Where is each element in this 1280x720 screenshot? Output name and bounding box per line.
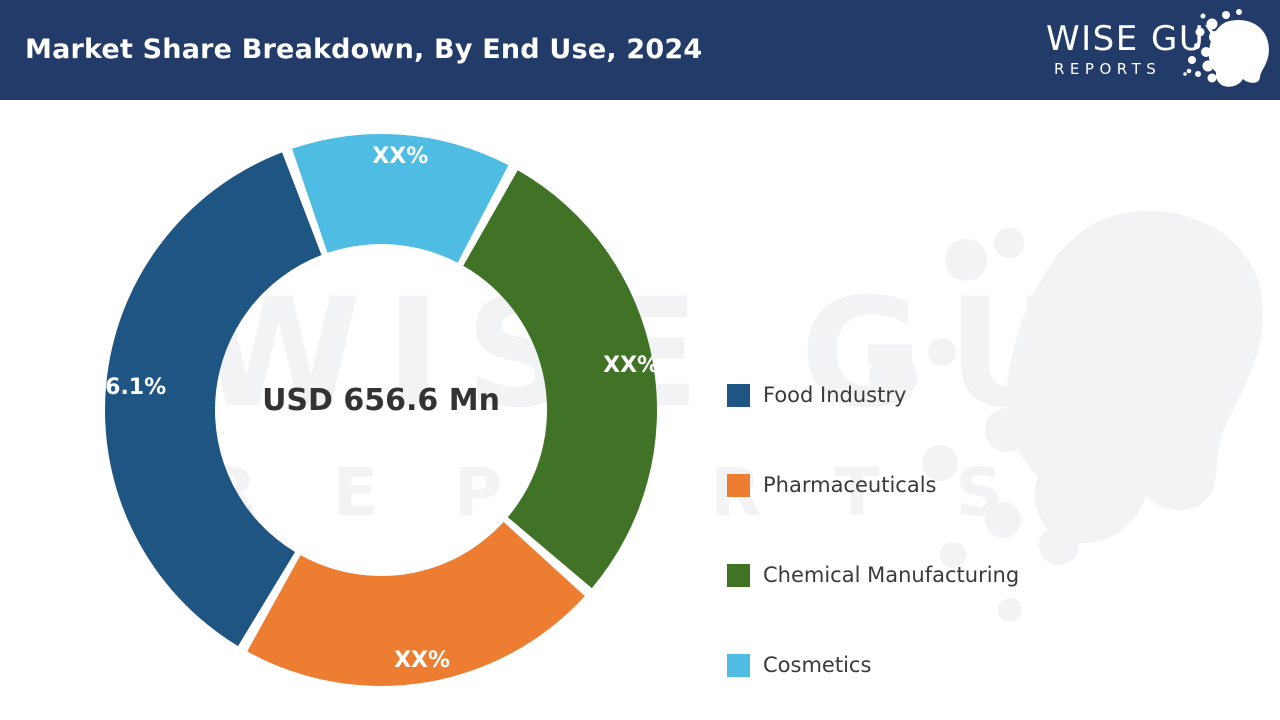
wise-guy-reports-logo: WISE GUY REPORTS [1040,8,1272,92]
legend-item[interactable]: Food Industry [727,350,1187,440]
donut-slice-label: 36.1% [90,375,166,400]
legend-item-label: Cosmetics [763,652,872,677]
logo-head-icon [1183,9,1269,87]
chart-canvas: WISE GUY REPORTS 36.1%XX%XX%XX% USD 656.… [0,100,1280,720]
donut-slice-label: XX% [394,648,450,673]
svg-text:REPORTS: REPORTS [1054,60,1161,78]
legend-item-label: Food Industry [763,382,907,407]
donut-slice-label: XX% [603,353,659,378]
legend-swatch-icon [727,563,750,587]
donut-slices [105,134,657,687]
legend-swatch-icon [727,473,750,497]
donut-center-label: USD 656.6 Mn [262,383,500,418]
legend-item[interactable]: Cosmetics [727,620,1187,710]
svg-text:WISE GUY: WISE GUY [1046,19,1228,59]
donut-slice[interactable] [247,521,585,687]
donut-slice-labels: 36.1% XX% XX% XX% [90,144,659,673]
donut-slice[interactable] [292,134,509,263]
legend-swatch-icon [727,653,750,677]
donut-slice[interactable] [105,152,322,647]
page-title: Market Share Breakdown, By End Use, 2024 [25,34,703,65]
donut-slice[interactable] [463,170,657,589]
legend-item[interactable]: Chemical Manufacturing [727,530,1187,620]
logo-wordmark: WISE GUY REPORTS [1046,19,1228,78]
chart-legend: Food Industry Pharmaceuticals Chemical Man… [727,350,1187,710]
legend-item-label: Pharmaceuticals [763,472,937,497]
legend-swatch-icon [727,383,750,407]
donut-svg: 36.1% XX% XX% XX% [90,134,659,687]
legend-item-label: Chemical Manufacturing [763,562,1020,587]
page-header: Market Share Breakdown, By End Use, 2024… [0,0,1280,100]
donut-chart: 36.1% XX% XX% XX% [0,100,1280,720]
legend-item[interactable]: Pharmaceuticals [727,440,1187,530]
donut-slice-label: XX% [372,144,428,169]
